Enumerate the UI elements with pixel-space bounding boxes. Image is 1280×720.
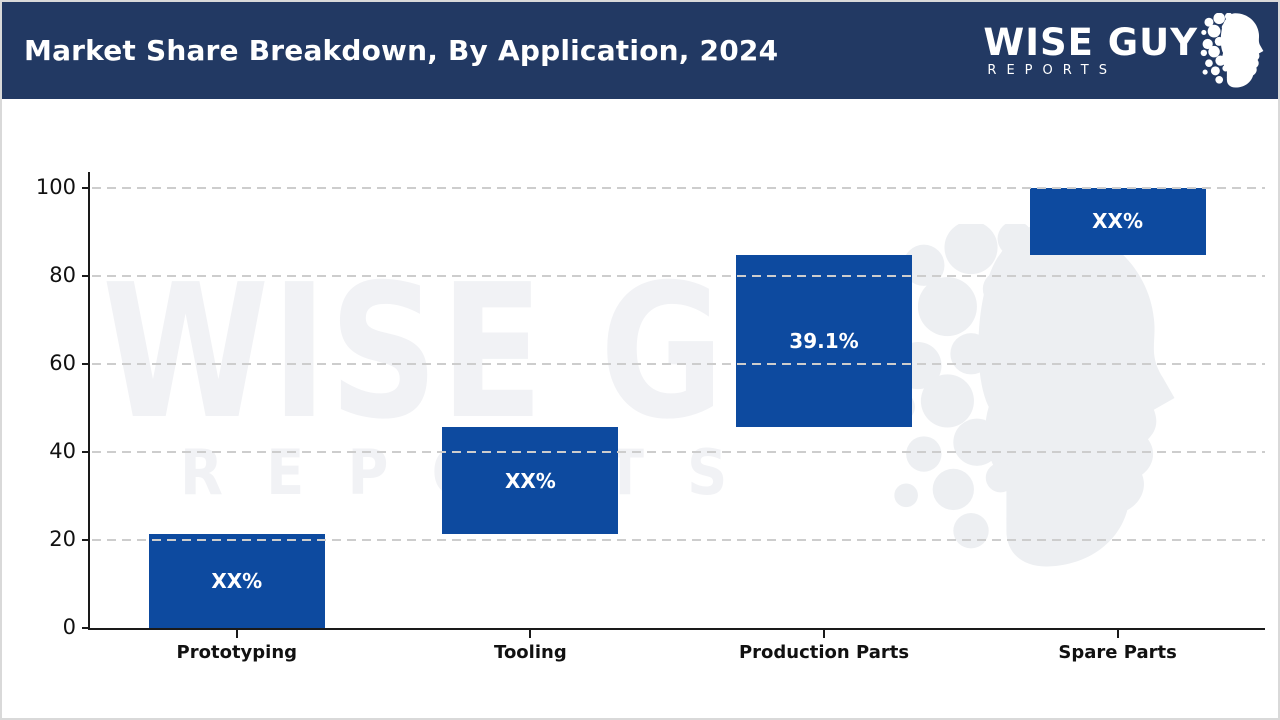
x-axis-category-label: Spare Parts <box>1058 642 1177 663</box>
bar-prototyping: XX% <box>148 534 325 628</box>
title-bar: Market Share Breakdown, By Application, … <box>2 2 1278 99</box>
bar-value-label: XX% <box>1092 209 1144 234</box>
y-axis-line <box>88 172 90 630</box>
gridline-100 <box>92 187 1265 189</box>
y-axis-tick-80 <box>82 275 90 277</box>
bar-value-label: XX% <box>504 468 556 493</box>
y-axis-tick-60 <box>82 363 90 365</box>
x-axis-category-label: Production Parts <box>738 642 910 663</box>
y-axis-tick-label: 40 <box>49 439 76 463</box>
bar-production-parts: 39.1% <box>736 254 912 427</box>
y-axis-tick-0 <box>82 627 90 629</box>
x-axis-tick <box>235 630 238 638</box>
bar-value-label: 39.1% <box>789 328 859 353</box>
x-axis-tick <box>529 630 532 638</box>
bar-chart: 0 20 40 60 80 100 XX% Prototyping XX% Tooling 39.1… <box>2 99 1278 718</box>
head-profile-icon <box>1200 13 1264 89</box>
watermark-wordmark: WISE GU <box>102 244 851 460</box>
logo-subtitle: REPORTS <box>987 63 1118 78</box>
logo-text: WISE GUY REPORTS <box>983 24 1198 77</box>
wise-guy-reports-logo: WISE GUY REPORTS <box>983 13 1264 89</box>
gridline-60 <box>92 363 1265 365</box>
y-axis-tick-label: 60 <box>49 351 76 375</box>
bar-tooling: XX% <box>442 426 619 535</box>
y-axis-tick-label: 20 <box>49 527 76 551</box>
y-axis-tick-40 <box>82 451 90 453</box>
y-axis-tick-20 <box>82 539 90 541</box>
x-axis-category-label: Prototyping <box>176 642 298 663</box>
y-axis-tick-label: 0 <box>62 615 76 639</box>
bar-spare-parts: XX% <box>1029 188 1206 255</box>
y-axis-tick-label: 80 <box>49 263 76 287</box>
y-axis-tick-100 <box>82 187 90 189</box>
gridline-80 <box>92 275 1265 277</box>
y-axis-tick-label: 100 <box>35 175 76 199</box>
page-title: Market Share Breakdown, By Application, … <box>24 34 779 67</box>
gridline-40 <box>92 451 1265 453</box>
x-axis-line <box>88 628 1265 630</box>
x-axis-category-label: Tooling <box>494 642 567 663</box>
gridline-20 <box>92 539 1265 541</box>
bar-value-label: XX% <box>211 569 263 594</box>
x-axis-tick <box>823 630 825 638</box>
logo-wordmark: WISE GUY <box>983 21 1198 64</box>
x-axis-tick <box>1116 630 1119 638</box>
